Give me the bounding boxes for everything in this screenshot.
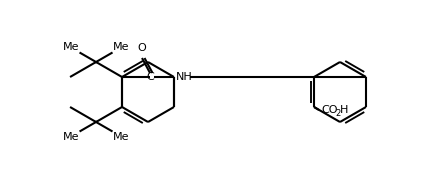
Text: Me: Me bbox=[113, 42, 129, 52]
Text: O: O bbox=[138, 43, 146, 53]
Text: C: C bbox=[146, 72, 154, 82]
Text: NH: NH bbox=[176, 72, 193, 82]
Text: 2: 2 bbox=[335, 108, 340, 117]
Text: Me: Me bbox=[63, 42, 79, 52]
Text: Me: Me bbox=[113, 132, 129, 142]
Text: Me: Me bbox=[63, 132, 79, 142]
Text: CO: CO bbox=[321, 105, 337, 115]
Text: H: H bbox=[340, 105, 348, 115]
